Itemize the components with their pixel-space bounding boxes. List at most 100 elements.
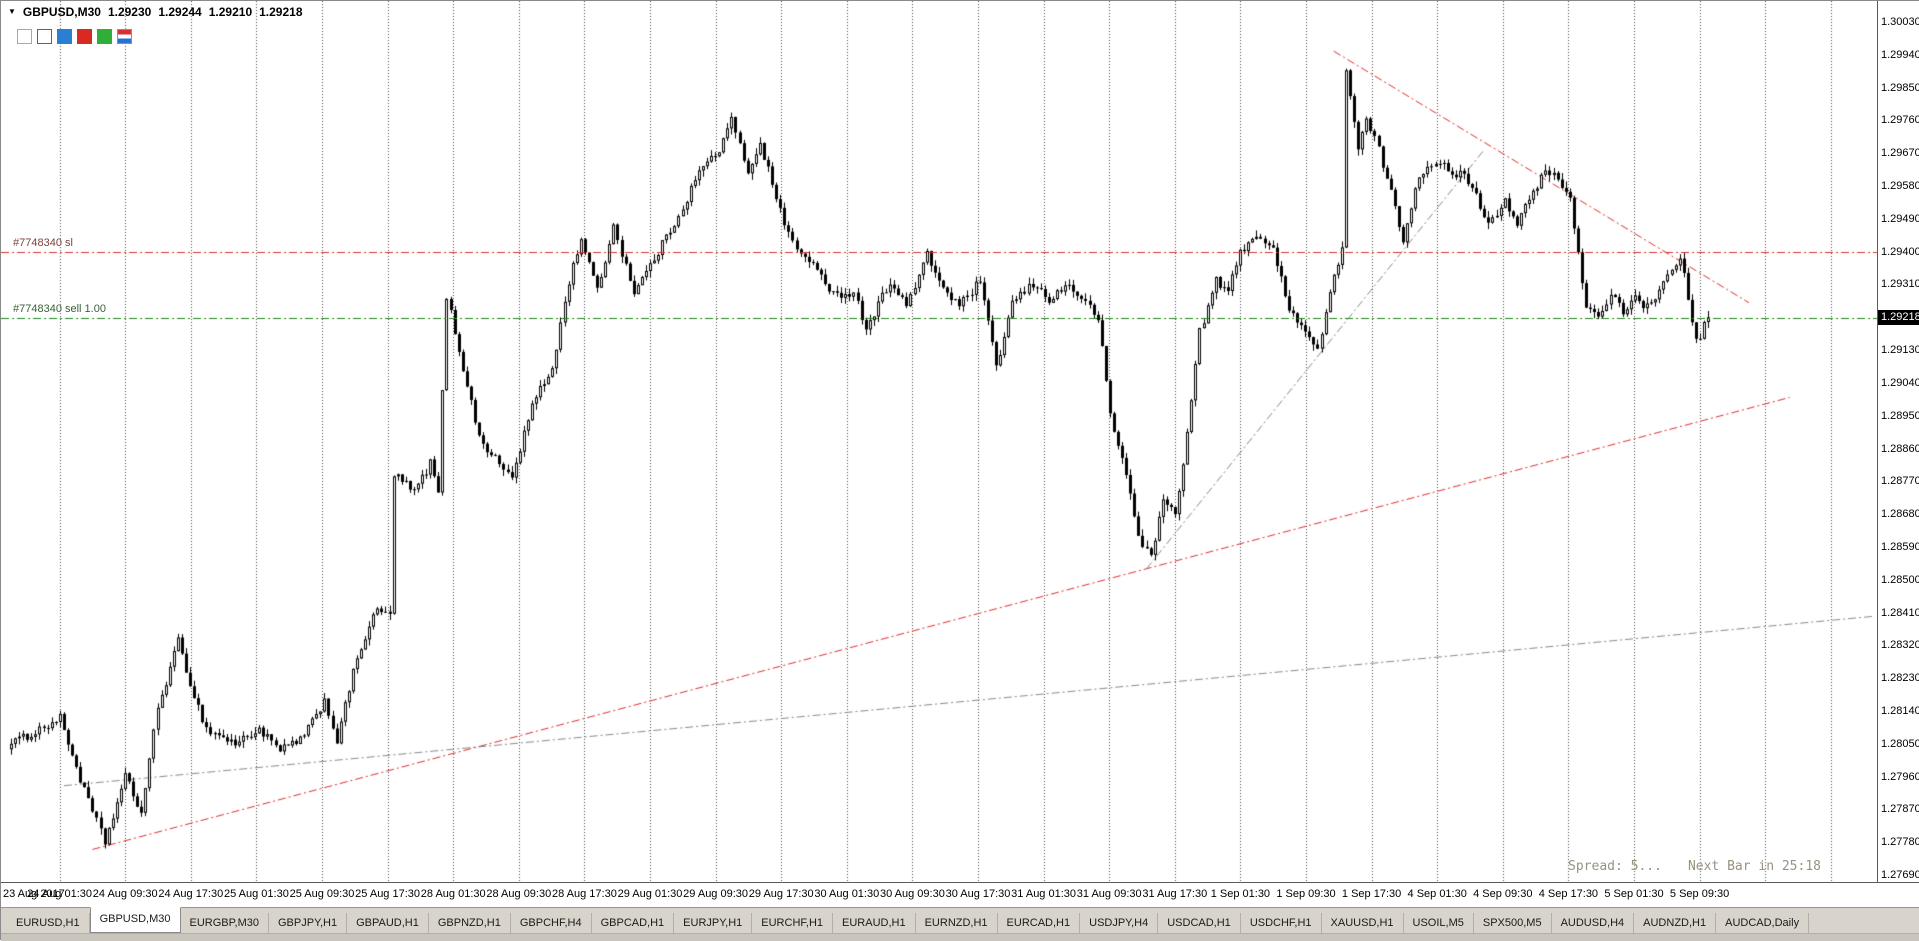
price-axis-label: 1.28320 — [1881, 639, 1919, 652]
time-axis-label: 28 Aug 09:30 — [486, 888, 552, 900]
nextbar-countdown-text: Next Bar in 25:18 — [1687, 859, 1821, 874]
red-outline-square-icon[interactable] — [37, 29, 52, 44]
time-axis-label: 28 Aug 01:30 — [420, 888, 486, 900]
tab-gbpnzd-h1[interactable]: GBPNZD,H1 — [429, 913, 511, 933]
price-axis-label: 1.27960 — [1881, 770, 1919, 783]
tab-usoil-m5[interactable]: USOIL,M5 — [1404, 913, 1474, 933]
tab-audnzd-h1[interactable]: AUDNZD,H1 — [1634, 913, 1717, 933]
tab-eurusd-h1[interactable]: EURUSD,H1 — [7, 913, 90, 933]
time-axis-label: 1 Sep 09:30 — [1276, 888, 1336, 900]
price-axis-label: 1.27780 — [1881, 836, 1919, 849]
price-axis-label: 1.29760 — [1881, 114, 1919, 127]
ohlc-low: 1.29210 — [208, 5, 253, 19]
time-axis-label: 1 Sep 01:30 — [1210, 888, 1271, 900]
tab-eurnzd-h1[interactable]: EURNZD,H1 — [916, 913, 998, 933]
ohlc-open: 1.29230 — [107, 5, 152, 19]
time-axis-label: 31 Aug 17:30 — [1142, 888, 1208, 900]
price-axis-label: 1.29490 — [1881, 212, 1919, 225]
price-axis-label: 1.27690 — [1881, 869, 1919, 881]
time-axis-label: 25 Aug 09:30 — [289, 888, 355, 900]
price-axis-label: 1.30030 — [1881, 16, 1919, 28]
price-axis[interactable]: 1.29218 1.30030 1.29940 1.29850 1.29760 1.29… — [1877, 1, 1919, 882]
chart-ohlc-header: ▼ GBPUSD,M30 1.29230 1.29244 1.29210 1.2… — [8, 5, 303, 19]
price-axis-label: 1.29130 — [1881, 344, 1919, 357]
time-axis-label: 5 Sep 09:30 — [1669, 888, 1730, 900]
ohlc-close: 1.29218 — [259, 5, 303, 19]
tab-eurgbp-m30[interactable]: EURGBP,M30 — [181, 913, 269, 933]
time-axis-label: 30 Aug 01:30 — [814, 888, 880, 900]
time-axis-label: 29 Aug 17:30 — [748, 888, 814, 900]
time-axis-label: 28 Aug 17:30 — [551, 888, 617, 900]
tab-gbpjpy-h1[interactable]: GBPJPY,H1 — [269, 913, 348, 933]
price-axis-label: 1.28410 — [1881, 606, 1919, 619]
tab-usdjpy-h4[interactable]: USDJPY,H4 — [1080, 913, 1159, 933]
red-square-icon[interactable] — [77, 29, 92, 44]
time-axis-label: 24 Aug 01:30 — [27, 888, 93, 900]
time-axis-label: 24 Aug 17:30 — [158, 888, 224, 900]
time-axis-label: 25 Aug 01:30 — [223, 888, 289, 900]
chart-object-toolbar — [17, 29, 132, 44]
tab-usdchf-h1[interactable]: USDCHF,H1 — [1241, 913, 1322, 933]
price-axis-label: 1.29580 — [1881, 180, 1919, 193]
order-sell-label: #7748340 sell 1.00 — [13, 302, 106, 315]
time-axis-label: 4 Sep 09:30 — [1473, 888, 1533, 900]
time-axis-label: 23 Aug 2017 — [3, 888, 65, 900]
tab-gbpusd-m30[interactable]: GBPUSD,M30 — [89, 907, 181, 933]
price-axis-label: 1.28590 — [1881, 540, 1919, 553]
price-axis-label: 1.28230 — [1881, 672, 1919, 685]
tab-gbpchf-h4[interactable]: GBPCHF,H4 — [511, 913, 592, 933]
time-axis-label: 29 Aug 09:30 — [683, 888, 749, 900]
tab-audusd-h4[interactable]: AUDUSD,H4 — [1552, 913, 1635, 933]
chart-tab-bar: EURUSD,H1 GBPUSD,M30 EURGBP,M30 GBPJPY,H1 GB… — [1, 907, 1919, 933]
price-axis-label: 1.29400 — [1881, 245, 1919, 258]
tab-eurchf-h1[interactable]: EURCHF,H1 — [752, 913, 834, 933]
chart-dropdown-icon[interactable]: ▼ — [8, 7, 16, 16]
time-axis-label: 30 Aug 17:30 — [945, 888, 1011, 900]
time-axis-label: 4 Sep 17:30 — [1538, 888, 1599, 900]
price-axis-label: 1.28950 — [1881, 409, 1919, 422]
time-axis-label: 30 Aug 09:30 — [879, 888, 945, 900]
chart-symbol-title: GBPUSD,M30 — [22, 5, 101, 19]
chart-area: ▼ GBPUSD,M30 1.29230 1.29244 1.29210 1.2… — [1, 1, 1877, 882]
price-axis-label: 1.29940 — [1881, 48, 1919, 61]
white-square-icon[interactable] — [17, 29, 32, 44]
price-axis-label: 1.28140 — [1881, 704, 1919, 717]
price-axis-label: 1.28500 — [1881, 573, 1919, 586]
time-axis-label: 29 Aug 01:30 — [617, 888, 683, 900]
tab-gbpaud-h1[interactable]: GBPAUD,H1 — [347, 913, 429, 933]
blue-square-icon[interactable] — [57, 29, 72, 44]
price-axis-label: 1.29310 — [1881, 278, 1919, 291]
price-axis-label: 1.29040 — [1881, 376, 1919, 389]
time-axis-label: 4 Sep 01:30 — [1407, 888, 1467, 900]
tab-xauusd-h1[interactable]: XAUUSD,H1 — [1322, 913, 1404, 933]
tab-audcad-daily[interactable]: AUDCAD,Daily — [1716, 913, 1810, 933]
tab-eurcad-h1[interactable]: EURCAD,H1 — [998, 913, 1081, 933]
spread-indicator-text: Spread: 5... — [1568, 859, 1662, 874]
price-axis-label: 1.29850 — [1881, 81, 1919, 94]
chart-canvas[interactable] — [1, 1, 1877, 882]
tab-eurjpy-h1[interactable]: EURJPY,H1 — [674, 913, 753, 933]
price-axis-label: 1.28770 — [1881, 475, 1919, 488]
time-axis-label: 1 Sep 17:30 — [1341, 888, 1402, 900]
time-axis-label: 5 Sep 01:30 — [1604, 888, 1664, 900]
tab-euraud-h1[interactable]: EURAUD,H1 — [833, 913, 916, 933]
price-axis-label: 1.28680 — [1881, 508, 1919, 521]
current-price-badge: 1.29218 — [1878, 309, 1919, 325]
tab-usdcad-h1[interactable]: USDCAD,H1 — [1158, 913, 1241, 933]
green-square-icon[interactable] — [97, 29, 112, 44]
price-axis-label: 1.28860 — [1881, 442, 1919, 455]
time-axis-label: 31 Aug 09:30 — [1076, 888, 1142, 900]
window-bottom-edge — [1, 933, 1919, 941]
tab-gbpcad-h1[interactable]: GBPCAD,H1 — [592, 913, 675, 933]
price-axis-label: 1.29670 — [1881, 147, 1919, 160]
chart-status-text: Spread: 5... Next Bar in 25:18 — [1568, 859, 1821, 874]
flag-stripes-icon[interactable] — [117, 29, 132, 44]
price-axis-label: 1.27870 — [1881, 803, 1919, 816]
tab-spx500-m5[interactable]: SPX500,M5 — [1474, 913, 1552, 933]
ohlc-high: 1.29244 — [158, 5, 202, 19]
time-axis[interactable]: 23 Aug 2017 24 Aug 01:30 24 Aug 09:30 24 Au… — [1, 882, 1919, 907]
order-stoploss-label: #7748340 sl — [13, 236, 73, 249]
time-axis-label: 25 Aug 17:30 — [355, 888, 421, 900]
time-axis-label: 24 Aug 09:30 — [92, 888, 158, 900]
